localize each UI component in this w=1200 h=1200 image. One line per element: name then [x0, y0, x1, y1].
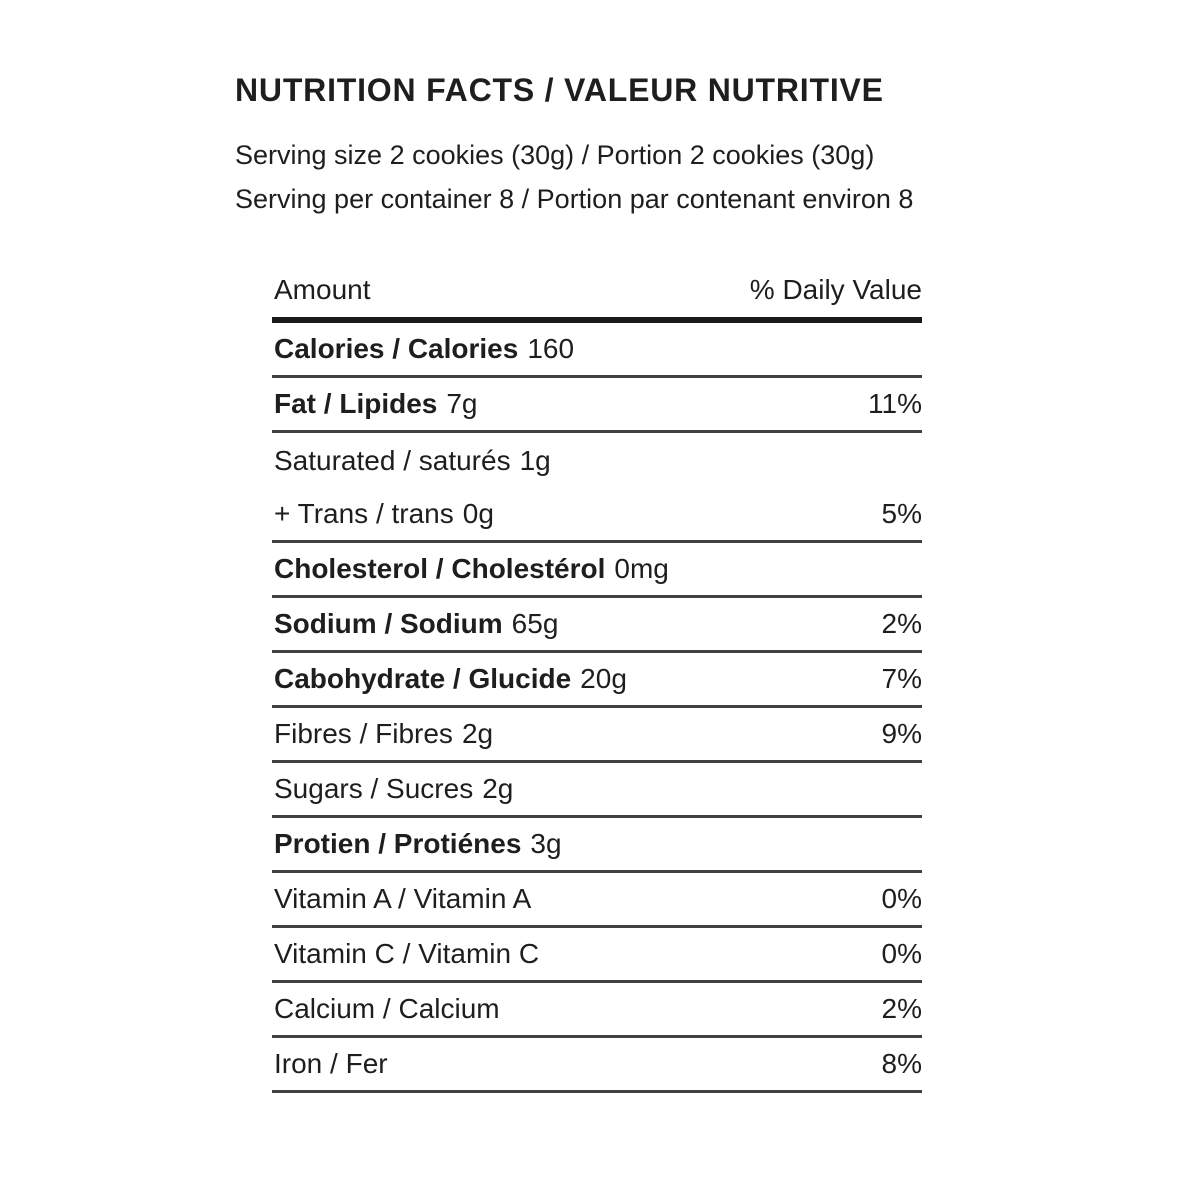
row-left-cell: Iron / Fer	[274, 1048, 388, 1080]
table-row: Vitamin A / Vitamin A 0%	[272, 873, 922, 928]
nutrient-name: Vitamin A / Vitamin A	[274, 883, 532, 914]
row-left-cell: + Trans / trans 0g	[274, 498, 494, 530]
row-left-cell: Sodium / Sodium 65g	[274, 608, 558, 640]
table-row: Calcium / Calcium 2%	[272, 983, 922, 1038]
nutrient-daily-value: 8%	[881, 1048, 922, 1079]
nutrient-name: Protien / Protiénes	[274, 828, 522, 859]
table-row: Cholesterol / Cholestérol 0mg	[272, 543, 922, 598]
row-left-cell: Sugars / Sucres 2g	[274, 773, 513, 805]
row-left-cell: Vitamin A / Vitamin A	[274, 883, 531, 915]
table-row: Sodium / Sodium 65g 2%	[272, 598, 922, 653]
table-row: Cabohydrate / Glucide 20g 7%	[272, 653, 922, 708]
nutrient-daily-value: 5%	[881, 498, 922, 529]
nutrient-amount: 65g	[511, 608, 559, 639]
servings-per-container-text: Serving per container 8 / Portion par co…	[235, 184, 914, 214]
nutrient-amount: 0g	[462, 498, 494, 529]
nutrient-name: Fibres / Fibres	[274, 718, 453, 749]
table-row: Calories / Calories 160	[272, 323, 922, 378]
nutrient-amount: 20g	[580, 663, 627, 694]
nutrient-name: Cabohydrate / Glucide	[274, 663, 572, 694]
table-row: Protien / Protiénes 3g	[272, 818, 922, 873]
nutrient-amount: 2g	[461, 718, 494, 749]
nutrient-name: Sugars / Sucres	[274, 773, 474, 804]
table-row: Fat / Lipides 7g 11%	[272, 378, 922, 433]
row-left-cell: Cabohydrate / Glucide 20g	[274, 663, 627, 695]
nutrient-amount: 7g	[446, 388, 478, 419]
nutrient-name: Fat / Lipides	[274, 388, 438, 419]
nutrient-amount: 160	[527, 333, 575, 364]
table-row: Sugars / Sucres 2g	[272, 763, 922, 818]
nutrient-daily-value: 2%	[881, 608, 922, 639]
nutrient-name: Cholesterol / Cholestérol	[274, 553, 606, 584]
nutrient-name: Calcium / Calcium	[274, 993, 500, 1024]
row-left-cell: Calcium / Calcium	[274, 993, 500, 1025]
table-row: Fibres / Fibres 2g 9%	[272, 708, 922, 763]
row-left-cell: Cholesterol / Cholestérol 0mg	[274, 553, 669, 585]
nutrient-name: Saturated / saturés	[274, 444, 511, 476]
daily-value-column-header: % Daily Value	[749, 274, 922, 305]
nutrient-name: + Trans / trans	[274, 498, 454, 529]
nutrient-daily-value: 0%	[881, 938, 922, 969]
nutrient-daily-value: 7%	[881, 663, 922, 694]
row-left-cell: Vitamin C / Vitamin C	[274, 938, 539, 970]
nutrient-name: Sodium / Sodium	[274, 608, 503, 639]
row-left-cell: Saturated / saturés 1g	[274, 445, 551, 477]
nutrient-amount: 1g	[519, 444, 551, 476]
nutrient-daily-value: 0%	[881, 883, 922, 914]
page-title: NUTRITION FACTS / VALEUR NUTRITIVE	[235, 72, 884, 108]
nutrient-daily-value: 11%	[868, 388, 922, 419]
row-left-cell: Protien / Protiénes 3g	[274, 828, 562, 860]
row-left-cell: Calories / Calories 160	[274, 333, 574, 365]
amount-column-header: Amount	[274, 274, 371, 305]
nutrient-amount: 0mg	[614, 553, 669, 584]
nutrition-table-body: Calories / Calories 160 Fat / Lipides 7g 1…	[272, 323, 922, 1093]
nutrition-table: Amount % Daily Value Calories / Calories…	[272, 272, 922, 1093]
nutrient-name: Vitamin C / Vitamin C	[274, 938, 540, 969]
nutrient-daily-value: 9%	[881, 718, 922, 749]
nutrient-name: Iron / Fer	[274, 1048, 388, 1079]
nutrient-daily-value: 2%	[881, 993, 922, 1024]
serving-size-text: Serving size 2 cookies (30g) / Portion 2…	[235, 140, 875, 170]
table-row: Vitamin C / Vitamin C 0%	[272, 928, 922, 983]
table-row: Saturated / saturés 1g	[272, 433, 922, 488]
table-header-row: Amount % Daily Value	[272, 272, 922, 323]
table-row: + Trans / trans 0g 5%	[272, 488, 922, 543]
table-row: Iron / Fer 8%	[272, 1038, 922, 1093]
nutrient-amount: 3g	[530, 828, 562, 859]
nutrient-name: Calories / Calories	[274, 333, 519, 364]
nutrient-amount: 2g	[482, 773, 514, 804]
row-left-cell: Fat / Lipides 7g	[274, 388, 478, 420]
row-left-cell: Fibres / Fibres 2g	[274, 718, 493, 750]
